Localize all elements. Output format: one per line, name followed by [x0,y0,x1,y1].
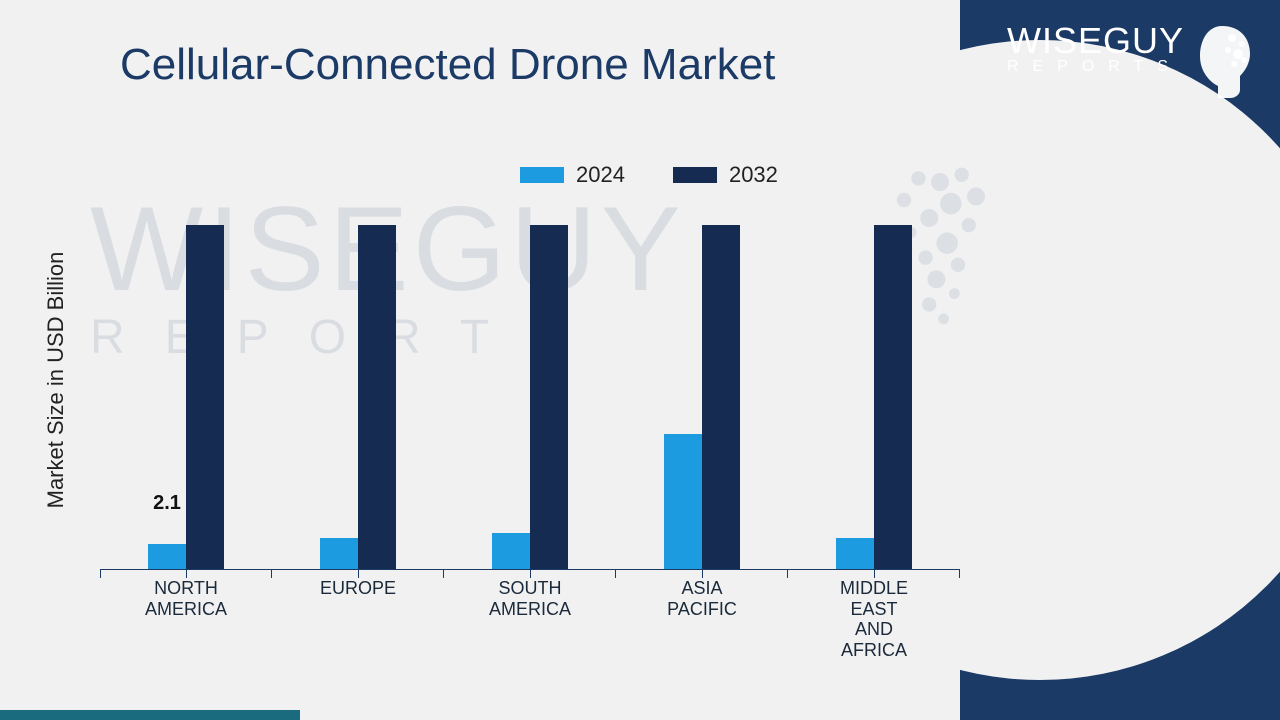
x-tick [443,570,444,578]
x-axis-line [100,569,960,570]
bar [358,225,396,570]
x-tick [271,570,272,578]
legend-label: 2032 [729,162,778,188]
bar-groups: 2.1 [100,200,960,570]
legend-item: 2024 [520,162,625,188]
x-tick [874,570,875,578]
bar-group: 2.1 [100,200,272,570]
brand-head-icon [1188,20,1260,104]
x-tick [787,570,788,578]
x-axis-label: NORTHAMERICA [100,578,272,661]
bar-pair [148,225,224,570]
x-tick [959,570,960,578]
bar-group [272,200,444,570]
bar-value-label: 2.1 [153,492,181,515]
x-tick [358,570,359,578]
x-tick [702,570,703,578]
infographic-stage: WISEGUY REPORTS WISEGUY REPORTS [0,0,1280,720]
bar [186,225,224,570]
accent-bottom-bar [0,710,300,720]
bar [702,225,740,570]
legend-label: 2024 [576,162,625,188]
x-axis-label: ASIAPACIFIC [616,578,788,661]
brand-reports: REPORTS [1007,58,1184,76]
bar [664,434,702,570]
x-tick [186,570,187,578]
bar [836,538,874,570]
x-tick [100,570,101,578]
brand-block: WISEGUY REPORTS [1007,20,1260,104]
bar-group [616,200,788,570]
legend-item: 2032 [673,162,778,188]
x-axis-labels: NORTHAMERICAEUROPESOUTHAMERICAASIAPACIFI… [100,578,960,661]
chart-title: Cellular-Connected Drone Market [120,40,775,90]
plot-area: 2.1 [100,200,960,570]
bar-pair [836,225,912,570]
bar-group [444,200,616,570]
y-axis-label: Market Size in USD Billion [43,252,69,509]
bar-group [788,200,960,570]
x-tick [530,570,531,578]
x-axis-label: SOUTHAMERICA [444,578,616,661]
legend-swatch [520,167,564,183]
brand-wise: WISE [1007,20,1103,61]
x-tick [615,570,616,578]
bar [148,544,186,570]
bar [492,533,530,570]
bar [530,225,568,570]
bar [874,225,912,570]
bar-pair [320,225,396,570]
x-axis-label: MIDDLEEASTANDAFRICA [788,578,960,661]
legend: 2024 2032 [520,162,778,188]
x-axis-label: EUROPE [272,578,444,661]
bar [320,538,358,570]
legend-swatch [673,167,717,183]
brand-guy: GUY [1103,20,1184,61]
bar-pair [664,225,740,570]
bar-pair [492,225,568,570]
